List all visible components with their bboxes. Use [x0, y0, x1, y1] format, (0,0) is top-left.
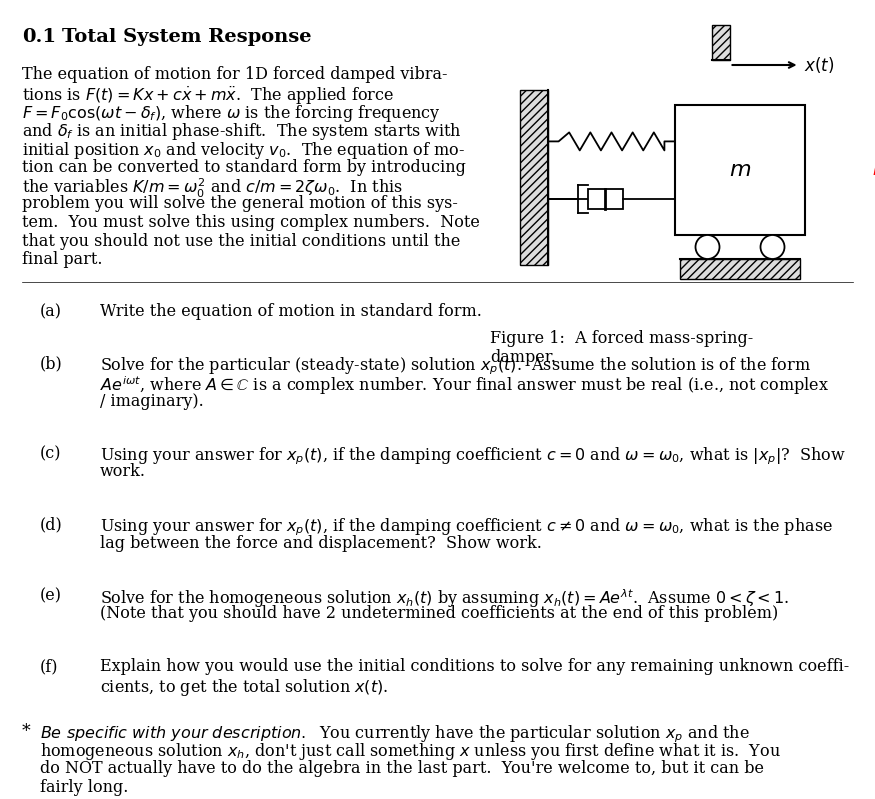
- Text: / imaginary).: / imaginary).: [100, 392, 204, 410]
- Bar: [680, 259, 800, 279]
- Text: lag between the force and displacement?  Show work.: lag between the force and displacement? …: [100, 535, 542, 551]
- Text: Figure 1:  A forced mass-spring-: Figure 1: A forced mass-spring-: [490, 330, 753, 347]
- Circle shape: [696, 235, 719, 259]
- Text: $F = F_0\cos(\omega t - \delta_f)$, where $\omega$ is the forcing frequency: $F = F_0\cos(\omega t - \delta_f)$, wher…: [22, 103, 441, 124]
- Text: final part.: final part.: [22, 251, 102, 268]
- Text: problem you will solve the general motion of this sys-: problem you will solve the general motio…: [22, 196, 458, 213]
- Text: (f): (f): [40, 658, 59, 675]
- Text: (b): (b): [40, 356, 63, 372]
- Text: *: *: [22, 723, 31, 740]
- Text: 0.1: 0.1: [22, 28, 56, 46]
- Text: (d): (d): [40, 516, 63, 533]
- Text: fairly long.: fairly long.: [40, 778, 129, 796]
- Text: (Note that you should have 2 undetermined coefficients at the end of this proble: (Note that you should have 2 undetermine…: [100, 606, 778, 622]
- Text: that you should not use the initial conditions until the: that you should not use the initial cond…: [22, 233, 460, 249]
- Text: tion can be converted to standard form by introducing: tion can be converted to standard form b…: [22, 158, 466, 176]
- Text: $x(t)$: $x(t)$: [804, 55, 835, 75]
- Text: tions is $F(t) = Kx + c\dot{x} + m\ddot{x}$.  The applied force: tions is $F(t) = Kx + c\dot{x} + m\ddot{…: [22, 85, 394, 106]
- Text: (a): (a): [40, 304, 62, 320]
- Text: Total System Response: Total System Response: [62, 28, 311, 46]
- Text: tem.  You must solve this using complex numbers.  Note: tem. You must solve this using complex n…: [22, 214, 480, 231]
- Circle shape: [760, 235, 785, 259]
- Text: Using your answer for $x_p(t)$, if the damping coefficient $c = 0$ and $\omega =: Using your answer for $x_p(t)$, if the d…: [100, 445, 845, 467]
- Text: Solve for the particular (steady-state) solution $x_p(t)$.  Assume the solution : Solve for the particular (steady-state) …: [100, 356, 811, 377]
- Text: homogeneous solution $x_h$, don't just call something $x$ unless you first defin: homogeneous solution $x_h$, don't just c…: [40, 741, 780, 762]
- Text: Solve for the homogeneous solution $x_h(t)$ by assuming $x_h(t) = Ae^{\lambda t}: Solve for the homogeneous solution $x_h(…: [100, 587, 789, 610]
- Text: cients, to get the total solution $x(t)$.: cients, to get the total solution $x(t)$…: [100, 677, 388, 698]
- Text: Explain how you would use the initial conditions to solve for any remaining unkn: Explain how you would use the initial co…: [100, 658, 850, 675]
- Text: $Ae^{i\omega t}$, where $A \in \mathbb{C}$ is a complex number. Your final answe: $Ae^{i\omega t}$, where $A \in \mathbb{C…: [100, 374, 830, 396]
- Text: The equation of motion for 1D forced damped vibra-: The equation of motion for 1D forced dam…: [22, 66, 447, 83]
- Text: do NOT actually have to do the algebra in the last part.  You're welcome to, but: do NOT actually have to do the algebra i…: [40, 760, 764, 777]
- Text: work.: work.: [100, 463, 146, 480]
- Text: Write the equation of motion in standard form.: Write the equation of motion in standard…: [100, 304, 482, 320]
- Text: (c): (c): [40, 445, 61, 462]
- Text: damper.: damper.: [490, 348, 556, 365]
- Bar: [711, 25, 730, 60]
- Bar: [520, 90, 548, 265]
- Text: (e): (e): [40, 587, 62, 604]
- Bar: [588, 189, 623, 209]
- Text: the variables $K/m = \omega_0^2$ and $c/m = 2\zeta\omega_0$.  In this: the variables $K/m = \omega_0^2$ and $c/…: [22, 177, 402, 201]
- Text: and $\delta_f$ is an initial phase-shift.  The system starts with: and $\delta_f$ is an initial phase-shift…: [22, 121, 462, 142]
- Text: Using your answer for $x_p(t)$, if the damping coefficient $c \neq 0$ and $\omeg: Using your answer for $x_p(t)$, if the d…: [100, 516, 833, 538]
- Text: $m$: $m$: [729, 159, 751, 181]
- Bar: [675, 105, 805, 235]
- Text: $F$: $F$: [872, 161, 875, 179]
- Text: initial position $x_0$ and velocity $v_0$.  The equation of mo-: initial position $x_0$ and velocity $v_0…: [22, 140, 465, 161]
- Text: $\mathit{Be\ specific\ with\ your\ description.}$  You currently have the partic: $\mathit{Be\ specific\ with\ your\ descr…: [40, 723, 750, 745]
